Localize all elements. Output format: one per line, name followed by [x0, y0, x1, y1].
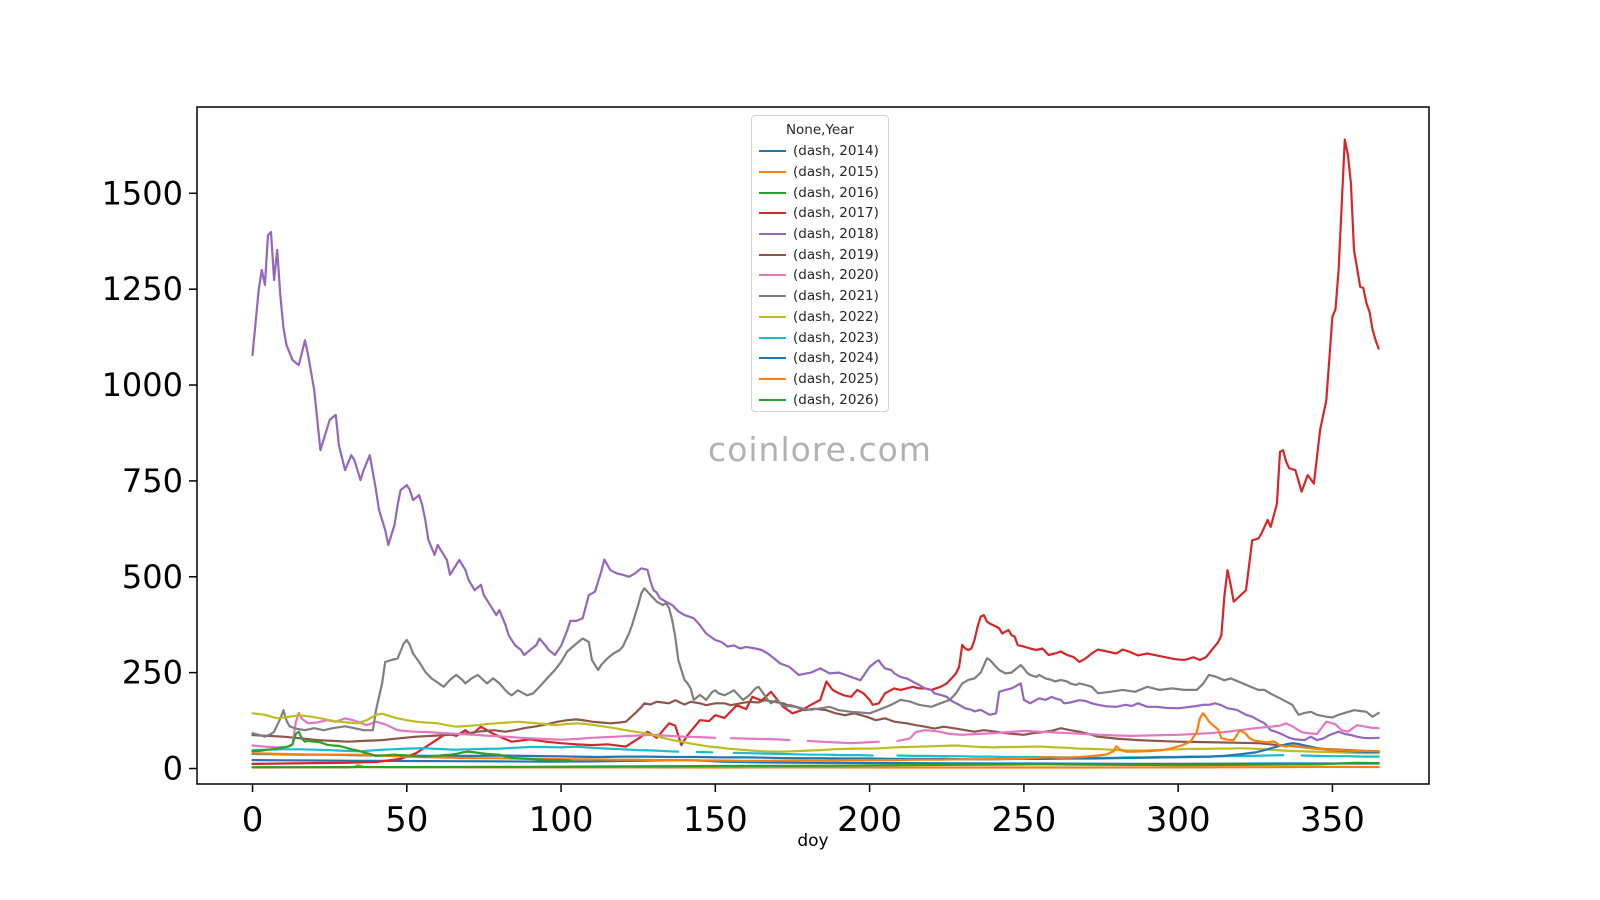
legend-label: (dash, 2015) — [793, 164, 879, 181]
legend-item: (dash, 2020) — [752, 265, 888, 286]
x-tick-label: 150 — [683, 800, 748, 840]
x-tick-label: 50 — [385, 800, 428, 840]
legend: None,Year (dash, 2014) (dash, 2015) (dash,… — [751, 115, 889, 412]
legend-swatch — [759, 295, 786, 298]
legend-item: (dash, 2015) — [752, 162, 888, 183]
legend-swatch — [759, 357, 786, 360]
y-tick-label: 0 — [163, 750, 183, 788]
legend-item: (dash, 2016) — [752, 182, 888, 203]
legend-item: (dash, 2018) — [752, 224, 888, 245]
legend-label: (dash, 2024) — [793, 350, 879, 367]
series-line-dash-2017 — [251, 138, 1380, 765]
legend-item: (dash, 2017) — [752, 203, 888, 224]
y-tick-label: 1500 — [102, 174, 183, 212]
x-tick-label: 100 — [529, 800, 594, 840]
series-line-dash-2020 — [251, 711, 1380, 749]
legend-item: (dash, 2026) — [752, 389, 888, 410]
y-tick-label: 250 — [122, 654, 183, 692]
legend-swatch — [759, 398, 786, 401]
x-tick-label: 300 — [1146, 800, 1211, 840]
y-tick-label: 500 — [122, 558, 183, 596]
legend-swatch — [759, 212, 786, 215]
legend-label: (dash, 2020) — [793, 267, 879, 284]
legend-swatch — [759, 191, 786, 194]
series-line-dash-2016 — [251, 761, 1380, 769]
legend-label: (dash, 2022) — [793, 308, 879, 325]
series-line-dash-2014 — [251, 759, 1380, 765]
x-tick-label: 350 — [1300, 800, 1365, 840]
legend-title: None,Year — [785, 122, 855, 138]
legend-label: (dash, 2023) — [793, 329, 879, 346]
x-axis-label: doy — [797, 831, 829, 851]
legend-item: (dash, 2021) — [752, 286, 888, 307]
legend-swatch — [759, 336, 786, 339]
legend-label: (dash, 2016) — [793, 184, 879, 201]
legend-label: (dash, 2018) — [793, 226, 879, 243]
legend-swatch — [759, 377, 786, 380]
legend-label: (dash, 2026) — [793, 391, 879, 408]
legend-item: (dash, 2024) — [752, 348, 888, 369]
legend-swatch — [759, 253, 786, 256]
y-tick-label: 1000 — [102, 366, 183, 404]
legend-label: (dash, 2021) — [793, 288, 879, 305]
legend-swatch — [759, 315, 786, 318]
legend-label: (dash, 2019) — [793, 246, 879, 263]
series-line-dash-2021 — [251, 587, 1380, 738]
legend-item: (dash, 2019) — [752, 244, 888, 265]
series-line-dash-2026 — [251, 730, 572, 762]
legend-item: (dash, 2023) — [752, 327, 888, 348]
legend-item: (dash, 2014) — [752, 141, 888, 162]
legend-item: (dash, 2022) — [752, 307, 888, 328]
watermark: coinlore.com — [708, 430, 932, 469]
legend-label: (dash, 2017) — [793, 205, 879, 222]
x-tick-label: 0 — [242, 800, 264, 840]
legend-item: (dash, 2025) — [752, 369, 888, 390]
legend-swatch — [759, 233, 786, 236]
y-tick-label: 1250 — [102, 270, 183, 308]
legend-label: (dash, 2014) — [793, 143, 879, 160]
y-tick-label: 750 — [122, 462, 183, 500]
legend-swatch — [759, 150, 786, 153]
series-line-dash-2023 — [251, 745, 1380, 759]
x-tick-label: 200 — [837, 800, 902, 840]
legend-swatch — [759, 274, 786, 277]
x-tick-label: 250 — [991, 800, 1056, 840]
legend-label: (dash, 2025) — [793, 370, 879, 387]
series-line-dash-2018 — [251, 230, 1380, 742]
legend-swatch — [759, 171, 786, 174]
